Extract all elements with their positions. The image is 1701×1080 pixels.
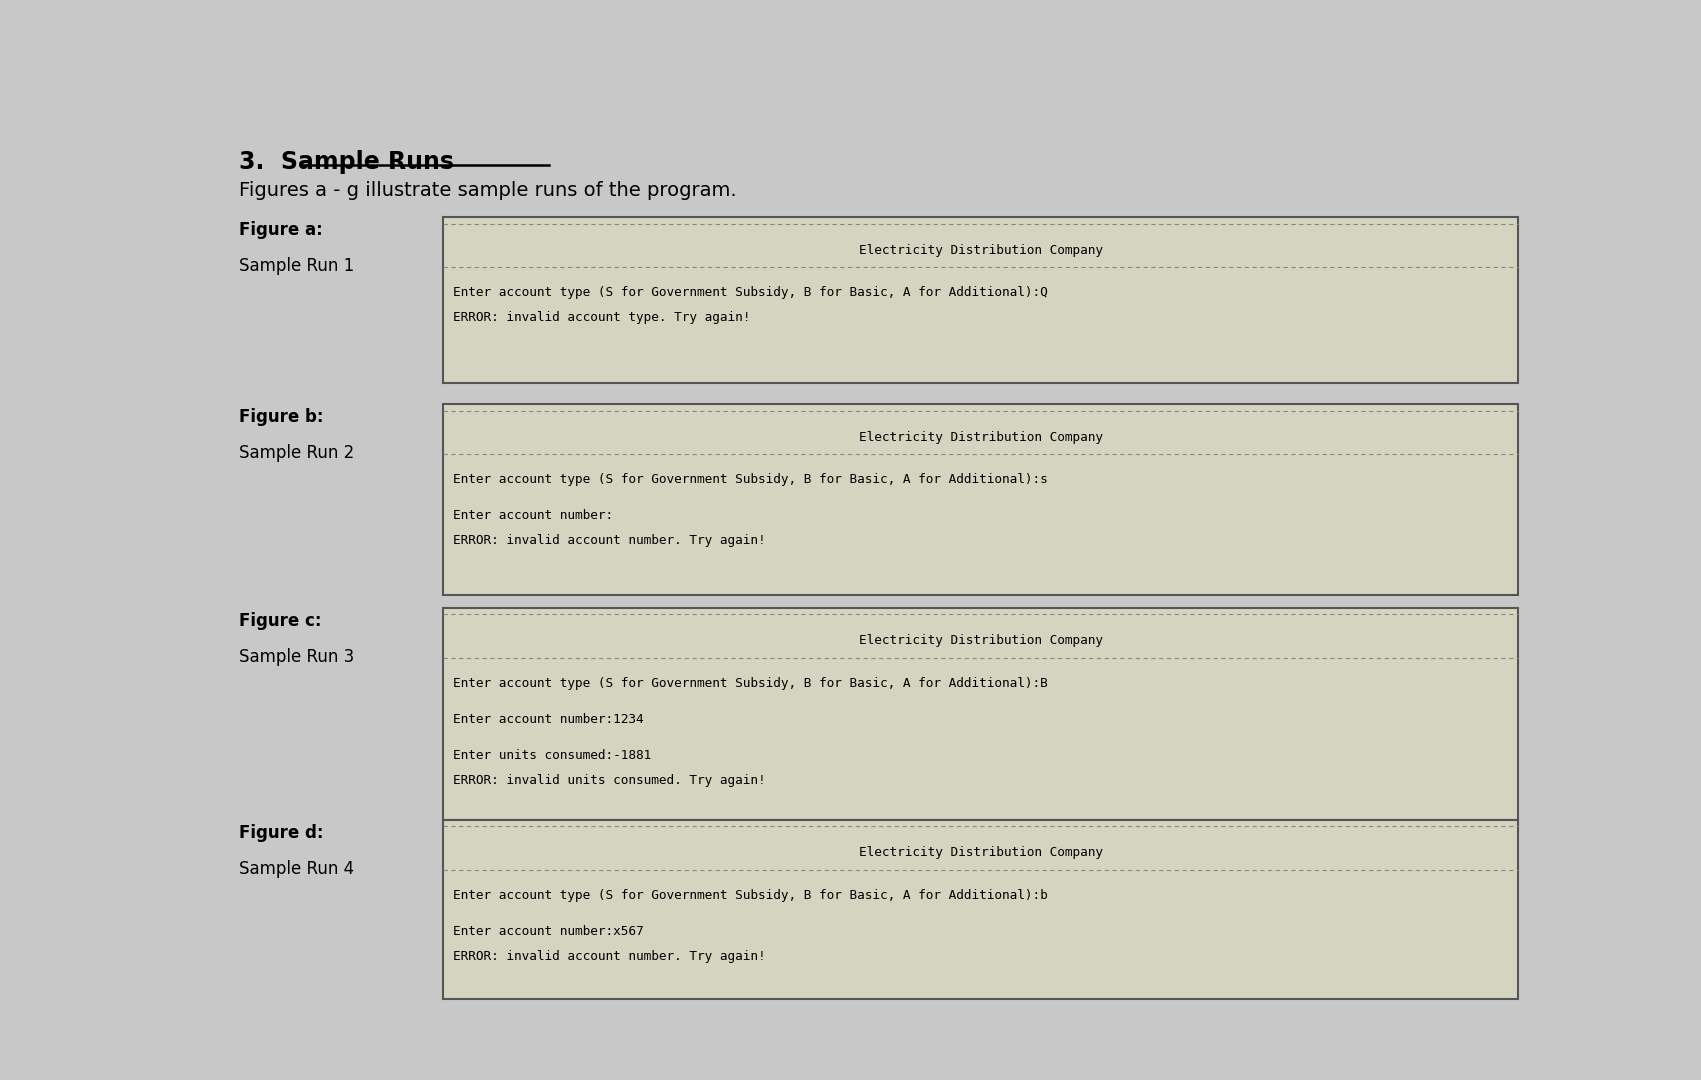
Text: Figure a:: Figure a: [238,221,323,239]
FancyBboxPatch shape [444,820,1517,999]
Text: ERROR: invalid account number. Try again!: ERROR: invalid account number. Try again… [452,535,765,548]
Text: Electricity Distribution Company: Electricity Distribution Company [859,431,1102,444]
Text: 3.  Sample Runs: 3. Sample Runs [238,150,454,174]
Text: ERROR: invalid account type. Try again!: ERROR: invalid account type. Try again! [452,311,750,324]
Text: Enter account number:1234: Enter account number:1234 [452,713,643,726]
Text: Figure b:: Figure b: [238,408,323,427]
Text: Electricity Distribution Company: Electricity Distribution Company [859,634,1102,647]
Text: Electricity Distribution Company: Electricity Distribution Company [859,243,1102,257]
FancyBboxPatch shape [444,217,1517,383]
Text: Figure d:: Figure d: [238,824,323,842]
Text: Figures a - g illustrate sample runs of the program.: Figures a - g illustrate sample runs of … [238,181,737,200]
Text: Sample Run 2: Sample Run 2 [238,444,354,462]
Text: ERROR: invalid units consumed. Try again!: ERROR: invalid units consumed. Try again… [452,774,765,787]
Text: Enter units consumed:-1881: Enter units consumed:-1881 [452,750,651,762]
Text: Enter account number:x567: Enter account number:x567 [452,926,643,939]
Text: Sample Run 3: Sample Run 3 [238,648,354,665]
Text: Sample Run 4: Sample Run 4 [238,860,354,878]
Text: Sample Run 1: Sample Run 1 [238,257,354,274]
Text: Enter account type (S for Government Subsidy, B for Basic, A for Additional):s: Enter account type (S for Government Sub… [452,473,1048,486]
Text: Enter account type (S for Government Subsidy, B for Basic, A for Additional):B: Enter account type (S for Government Sub… [452,677,1048,690]
Text: Figure c:: Figure c: [238,612,321,630]
Text: ERROR: invalid account number. Try again!: ERROR: invalid account number. Try again… [452,950,765,963]
Text: Enter account number:: Enter account number: [452,510,612,523]
Text: Enter account type (S for Government Subsidy, B for Basic, A for Additional):b: Enter account type (S for Government Sub… [452,889,1048,902]
Text: Enter account type (S for Government Subsidy, B for Basic, A for Additional):Q: Enter account type (S for Government Sub… [452,286,1048,299]
FancyBboxPatch shape [444,608,1517,820]
Text: Electricity Distribution Company: Electricity Distribution Company [859,847,1102,860]
FancyBboxPatch shape [444,404,1517,595]
